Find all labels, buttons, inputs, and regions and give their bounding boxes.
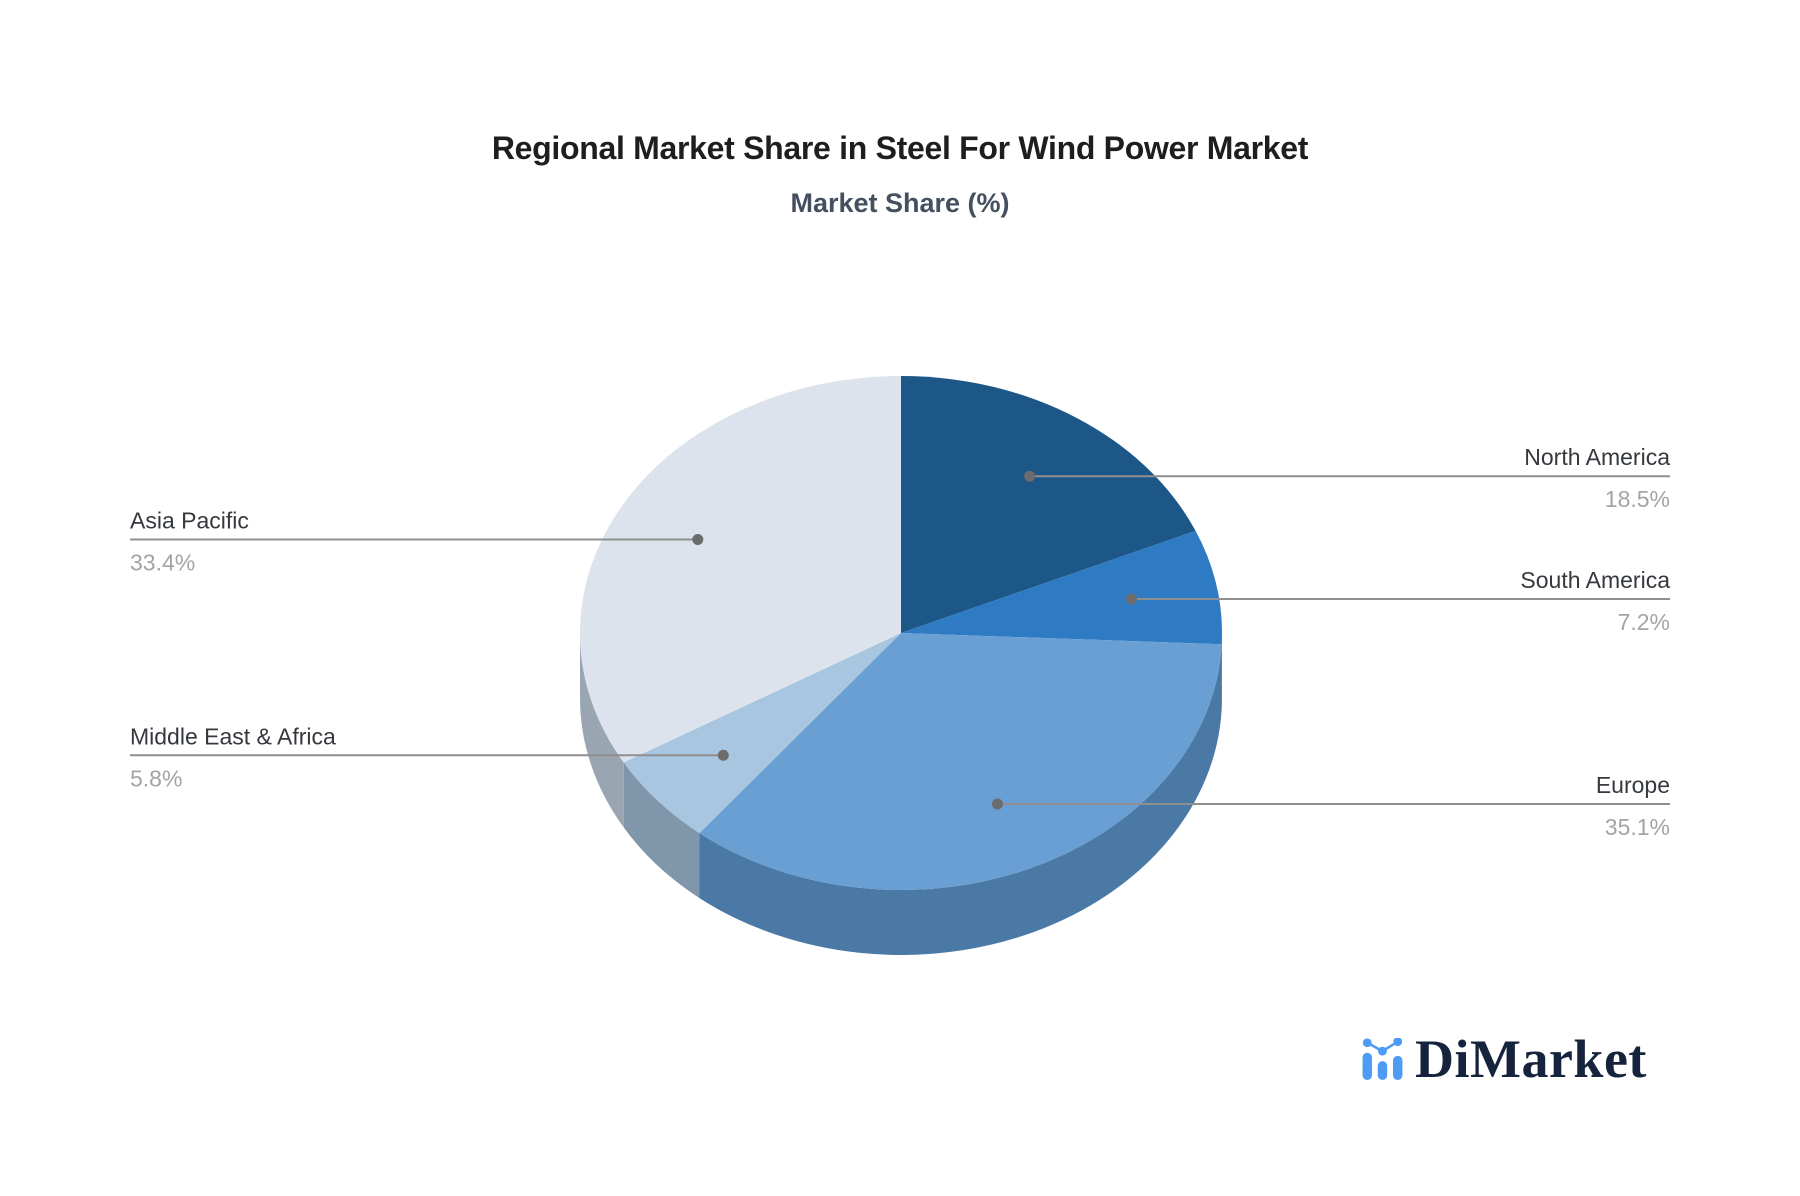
pie-slice-side-asia-pacific [580, 633, 624, 828]
leader-dot-middle-east-africa [717, 749, 729, 761]
brand-logo: DiMarket [1362, 1029, 1647, 1089]
slice-label-europe: Europe [1596, 772, 1670, 798]
chart-subtitle: Market Share (%) [790, 188, 1010, 218]
pie-slice-side-europe [699, 644, 1222, 955]
leader-dot-north-america [1024, 470, 1036, 482]
slice-value-south-america: 7.2% [1618, 609, 1670, 635]
leader-dot-asia-pacific [692, 534, 704, 546]
leader-dot-europe [991, 798, 1003, 810]
brand-logo-text: DiMarket [1415, 1029, 1647, 1089]
slice-label-south-america: South America [1520, 567, 1670, 593]
slice-label-north-america: North America [1524, 444, 1670, 470]
pie-slice-asia-pacific[interactable] [580, 376, 901, 763]
slice-value-asia-pacific: 33.4% [130, 550, 195, 576]
slice-label-asia-pacific: Asia Pacific [130, 508, 249, 534]
pie-slice-europe[interactable] [699, 633, 1222, 890]
slice-value-europe: 35.1% [1605, 814, 1670, 840]
pie-slice-middle-east-africa[interactable] [623, 633, 901, 834]
pie-slice-north-america[interactable] [901, 376, 1196, 633]
slice-label-middle-east-africa: Middle East & Africa [130, 723, 336, 749]
leader-dot-south-america [1125, 593, 1137, 605]
pie-slice-side-middle-east-africa [623, 762, 700, 899]
slice-value-middle-east-africa: 5.8% [130, 765, 182, 791]
pie-slice-south-america[interactable] [901, 530, 1222, 645]
chart-title: Regional Market Share in Steel For Wind … [491, 130, 1309, 166]
slice-value-north-america: 18.5% [1605, 486, 1670, 512]
bar-line-chart-icon [1362, 1038, 1403, 1081]
